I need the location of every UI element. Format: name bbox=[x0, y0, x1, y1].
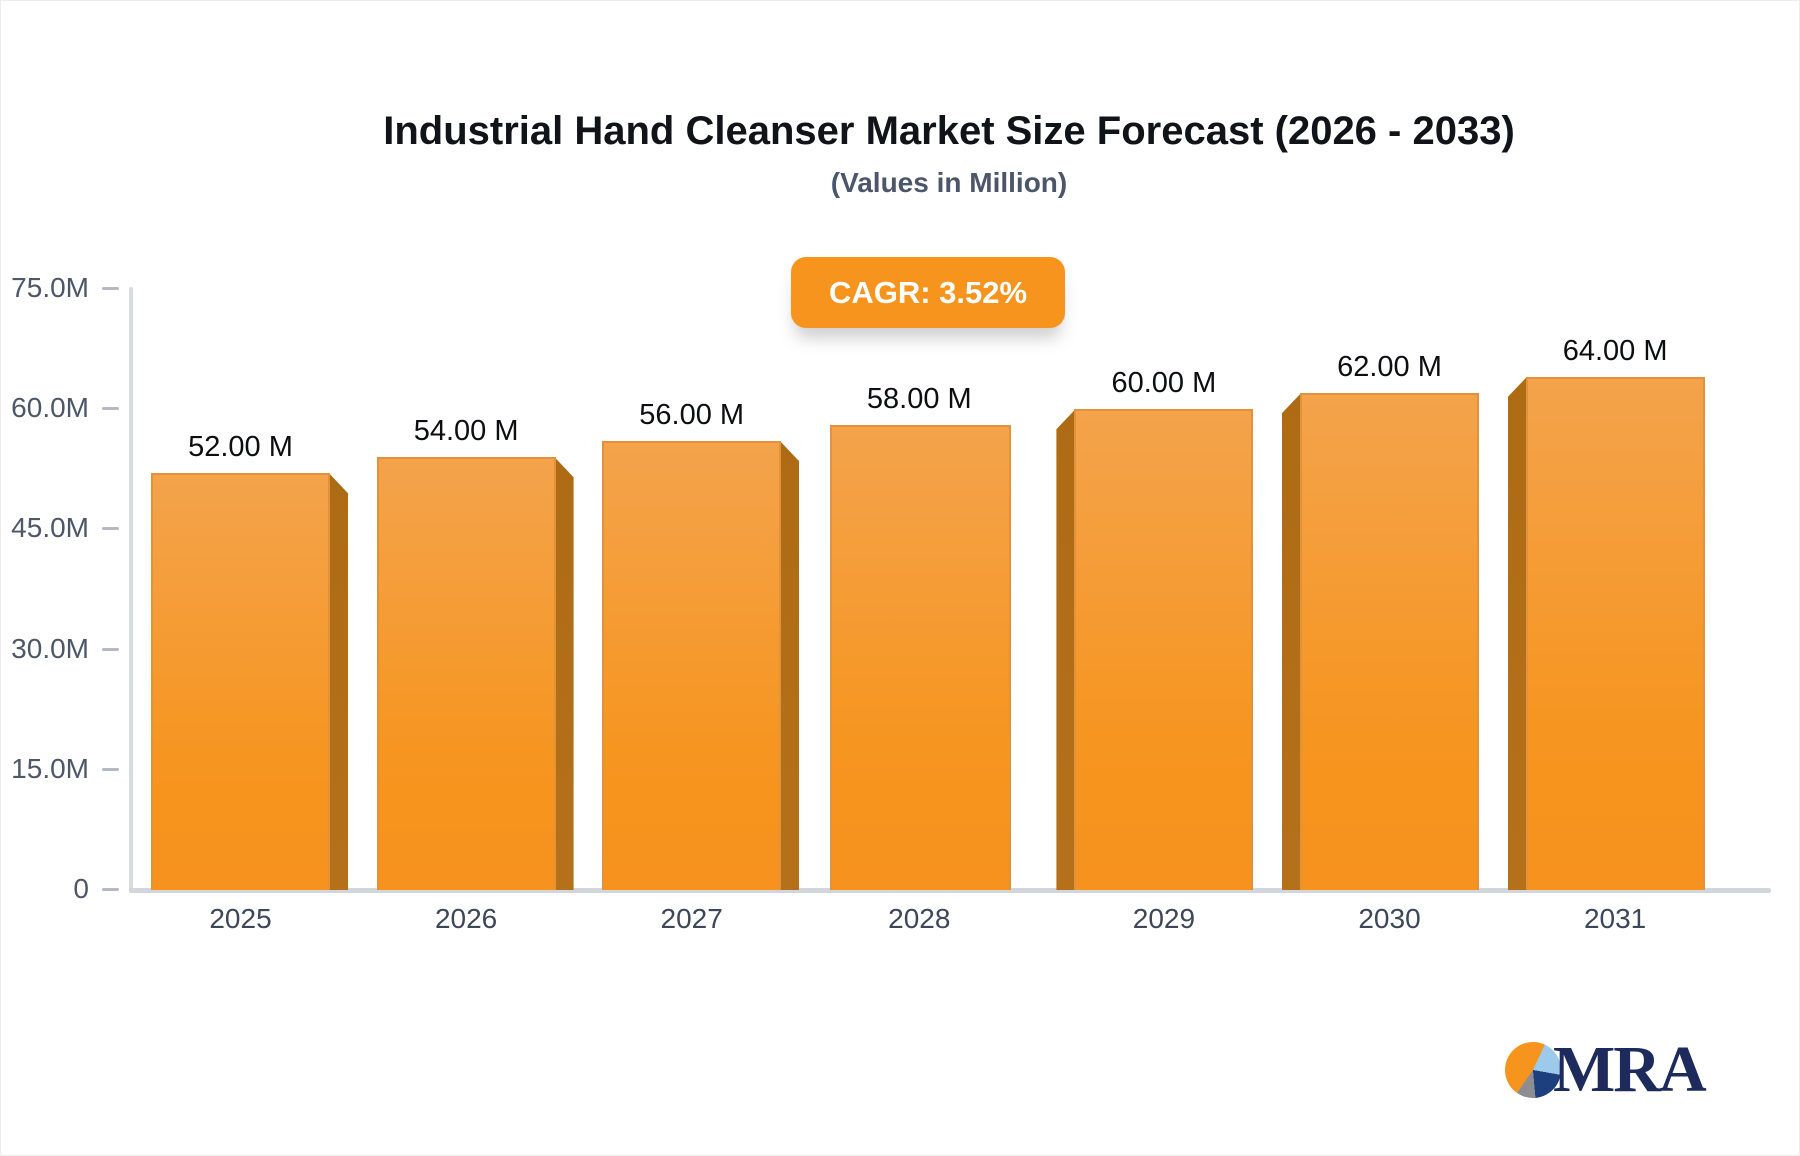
bar-value-label: 58.00 M bbox=[866, 383, 972, 416]
y-axis-tick-label: 30.0M bbox=[11, 632, 89, 664]
x-axis-category-label: 2030 bbox=[1358, 903, 1421, 934]
y-axis-tick-mark bbox=[102, 527, 119, 531]
y-axis-tick-label: 75.0M bbox=[11, 272, 89, 303]
bar-2027 bbox=[602, 441, 782, 890]
bar-3d-side bbox=[1056, 409, 1076, 890]
y-axis-tick-mark bbox=[102, 767, 119, 771]
cagr-badge: CAGR: 3.52% bbox=[791, 257, 1065, 328]
x-axis-line bbox=[129, 888, 1771, 893]
bar-3d-side bbox=[329, 473, 348, 890]
y-axis-tick-mark bbox=[102, 888, 119, 891]
x-axis-category-label: 2026 bbox=[434, 903, 498, 934]
y-axis-tick-label: 0 bbox=[73, 873, 89, 904]
y-axis-line bbox=[129, 287, 133, 892]
bar-3d-side bbox=[780, 441, 800, 890]
mra-logo: MRA bbox=[1505, 1033, 1707, 1106]
x-axis-category-label: 2025 bbox=[209, 903, 272, 934]
bar-3d-side bbox=[1282, 393, 1301, 890]
y-axis-tick-mark bbox=[102, 287, 119, 290]
bar-value-label: 60.00 M bbox=[1111, 367, 1217, 400]
y-axis-tick-mark bbox=[102, 407, 119, 411]
cagr-badge-label: CAGR: 3.52% bbox=[828, 274, 1028, 310]
chart-subtitle: (Values in Million) bbox=[830, 167, 1068, 198]
y-axis-tick-label: 15.0M bbox=[11, 752, 89, 784]
y-axis-tick-label: 60.0M bbox=[11, 392, 89, 424]
bar-2026 bbox=[376, 457, 556, 890]
x-axis-category-label: 2031 bbox=[1583, 903, 1647, 934]
logo-text: MRA bbox=[1553, 1033, 1707, 1106]
bar-2030 bbox=[1300, 393, 1479, 890]
y-axis-tick-label: 45.0M bbox=[11, 512, 89, 544]
bar-value-label: 54.00 M bbox=[413, 415, 519, 448]
x-axis-category-label: 2029 bbox=[1132, 903, 1196, 934]
bar-2028 bbox=[829, 425, 1011, 890]
bar-value-label: 52.00 M bbox=[188, 431, 293, 464]
bar-2025 bbox=[151, 473, 330, 890]
bar-value-label: 64.00 M bbox=[1562, 335, 1668, 368]
bar-value-label: 62.00 M bbox=[1337, 351, 1442, 384]
y-axis-tick-mark bbox=[102, 647, 119, 651]
chart-title: Industrial Hand Cleanser Market Size For… bbox=[383, 109, 1515, 153]
bar-3d-side bbox=[554, 457, 574, 890]
x-axis-category-label: 2028 bbox=[888, 903, 951, 934]
bar-2029 bbox=[1074, 409, 1254, 890]
bar-value-label: 56.00 M bbox=[639, 399, 745, 432]
x-axis-category-label: 2027 bbox=[660, 903, 723, 934]
pie-chart-logo-icon bbox=[1505, 1042, 1561, 1098]
bar-3d-side bbox=[1507, 377, 1527, 890]
bar-2031 bbox=[1525, 377, 1705, 890]
